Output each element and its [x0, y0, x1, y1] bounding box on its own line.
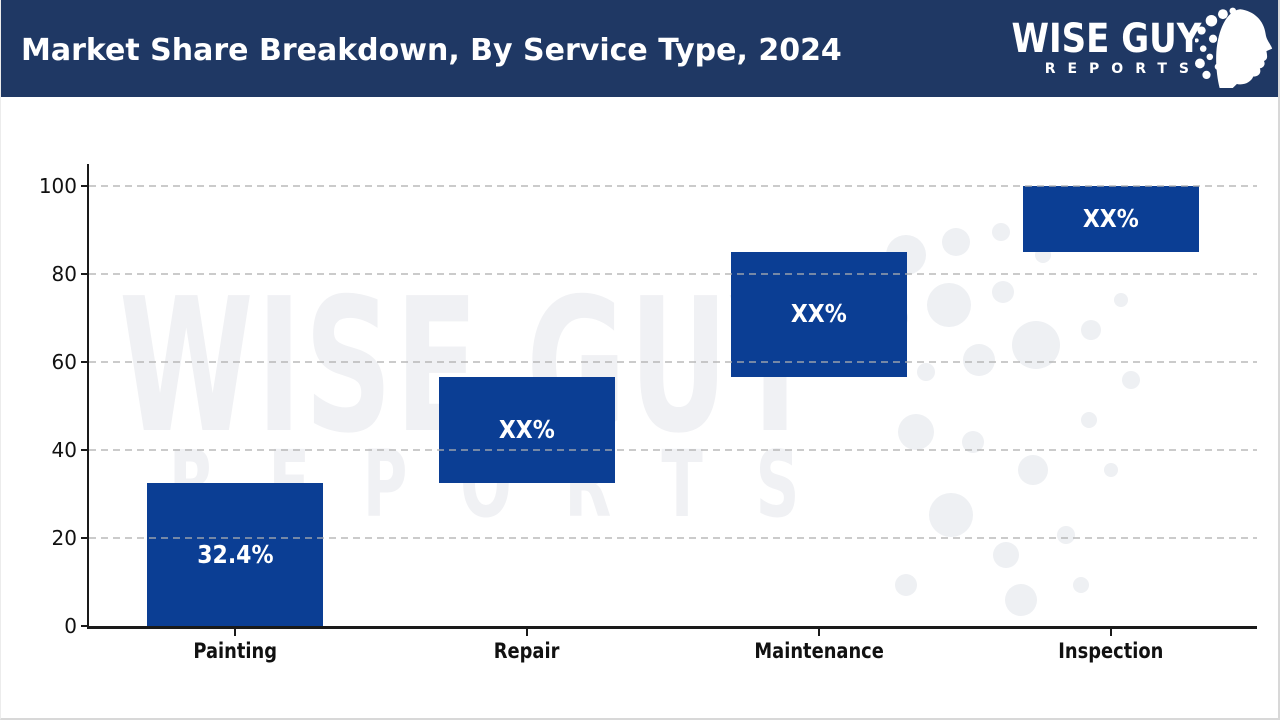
- x-tick-label-repair: Repair: [494, 639, 560, 663]
- x-tick-label-inspection: Inspection: [1058, 639, 1164, 663]
- y-tick-mark: [81, 537, 88, 539]
- bar-label: XX%: [499, 415, 555, 445]
- x-tick-label-painting: Painting: [193, 639, 277, 663]
- x-tick-label-maintenance: Maintenance: [754, 639, 884, 663]
- y-tick-label: 60: [51, 350, 77, 374]
- x-tick-mark: [818, 629, 820, 636]
- x-tick-mark: [526, 629, 528, 636]
- bar-painting: [147, 483, 323, 626]
- logo-wordmark: WISE GUY: [1011, 15, 1201, 62]
- y-tick-label: 0: [64, 614, 77, 638]
- logo-subtext: REPORTS: [1044, 60, 1201, 77]
- gridline-y100: [89, 185, 1257, 187]
- y-tick-label: 80: [51, 262, 77, 286]
- x-tick-mark: [234, 629, 236, 636]
- y-tick-label: 40: [51, 438, 77, 462]
- gridline-y80: [89, 273, 1257, 275]
- y-tick-label: 100: [38, 174, 77, 198]
- x-axis-line: [87, 626, 1257, 629]
- gridline-y20: [89, 537, 1257, 539]
- y-axis-line: [87, 164, 89, 628]
- gridline-y60: [89, 361, 1257, 363]
- chart-title: Market Share Breakdown, By Service Type,…: [21, 33, 842, 68]
- y-tick-mark: [81, 449, 88, 451]
- bar-label: 32.4%: [196, 539, 274, 569]
- bar-inspection: [1023, 186, 1199, 252]
- x-tick-mark: [1110, 629, 1112, 636]
- brand-logo: WISE GUY REPORTS: [978, 5, 1273, 89]
- logo-face-icon: [1195, 7, 1273, 89]
- gridline-y40: [89, 449, 1257, 451]
- y-tick-mark: [81, 185, 88, 187]
- y-tick-mark: [81, 361, 88, 363]
- bar-label: XX%: [791, 299, 847, 329]
- y-tick-mark: [81, 625, 88, 627]
- y-tick-mark: [81, 273, 88, 275]
- bar-label: XX%: [1083, 204, 1139, 233]
- header-bar: Market Share Breakdown, By Service Type,…: [1, 0, 1278, 97]
- y-tick-label: 20: [51, 526, 77, 550]
- bar-maintenance: [731, 252, 907, 377]
- bar-repair: [439, 376, 615, 484]
